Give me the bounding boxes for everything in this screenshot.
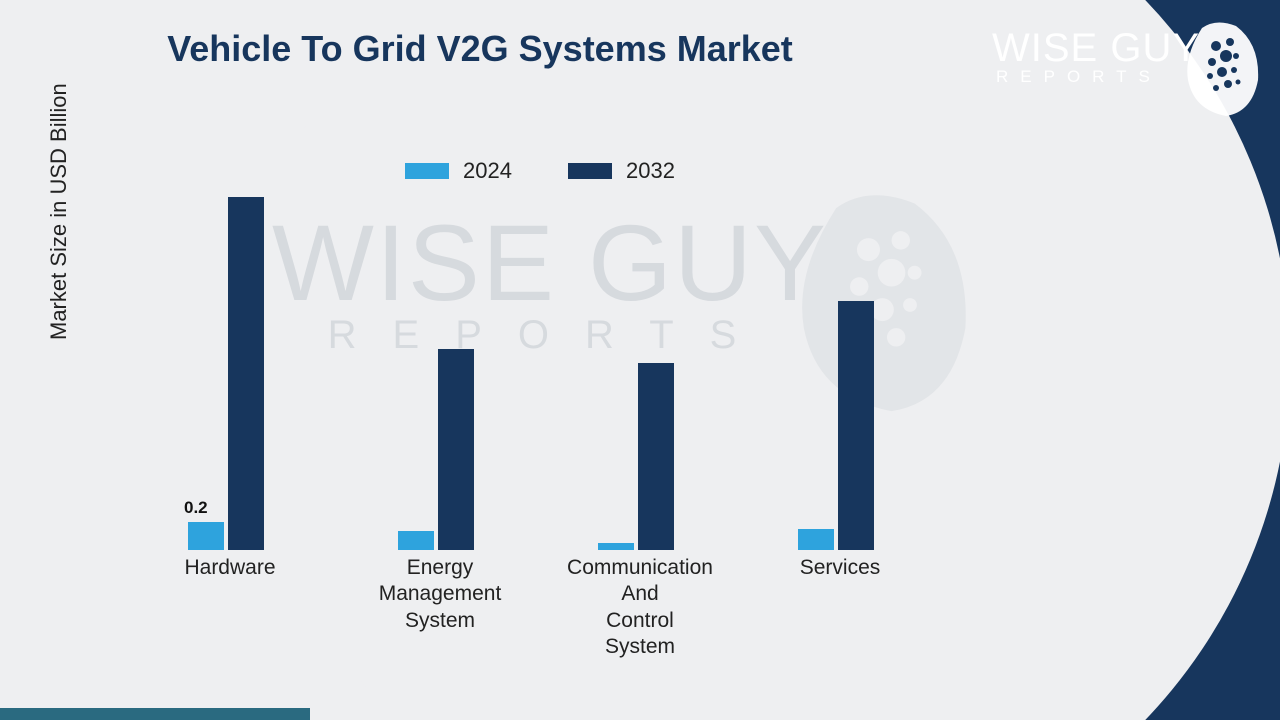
chart-canvas: WISE GUY REPORTS WISE GUY REPORTS Vehicl… bbox=[0, 0, 1280, 720]
x-axis-category-label: Hardware bbox=[160, 555, 300, 581]
bar-2024 bbox=[798, 529, 834, 550]
bar-2032 bbox=[638, 363, 674, 550]
brand-logo: WISE GUY REPORTS bbox=[992, 26, 1256, 87]
x-axis-category-label: EnergyManagementSystem bbox=[355, 555, 525, 634]
bar-2024 bbox=[598, 543, 634, 550]
brand-head-icon bbox=[1182, 22, 1260, 118]
x-axis-category-label: CommunicationAndControlSystem bbox=[545, 555, 735, 660]
bar-2032 bbox=[228, 197, 264, 550]
plot-region: 2024 2032 0.2 bbox=[140, 150, 940, 550]
footer-accent-bar bbox=[0, 708, 310, 720]
x-axis-category-label: Services bbox=[770, 555, 910, 581]
chart-area: Market Size in USD Billion 2024 2032 0.2… bbox=[40, 130, 960, 690]
bar-value-label: 0.2 bbox=[184, 498, 208, 518]
bars-container: 0.2 bbox=[140, 150, 940, 550]
bar-2024 bbox=[188, 522, 224, 550]
bar-2032 bbox=[438, 349, 474, 550]
bar-2024 bbox=[398, 531, 434, 550]
chart-title: Vehicle To Grid V2G Systems Market bbox=[0, 28, 960, 70]
bar-2032 bbox=[838, 301, 874, 550]
y-axis-label: Market Size in USD Billion bbox=[46, 83, 72, 340]
